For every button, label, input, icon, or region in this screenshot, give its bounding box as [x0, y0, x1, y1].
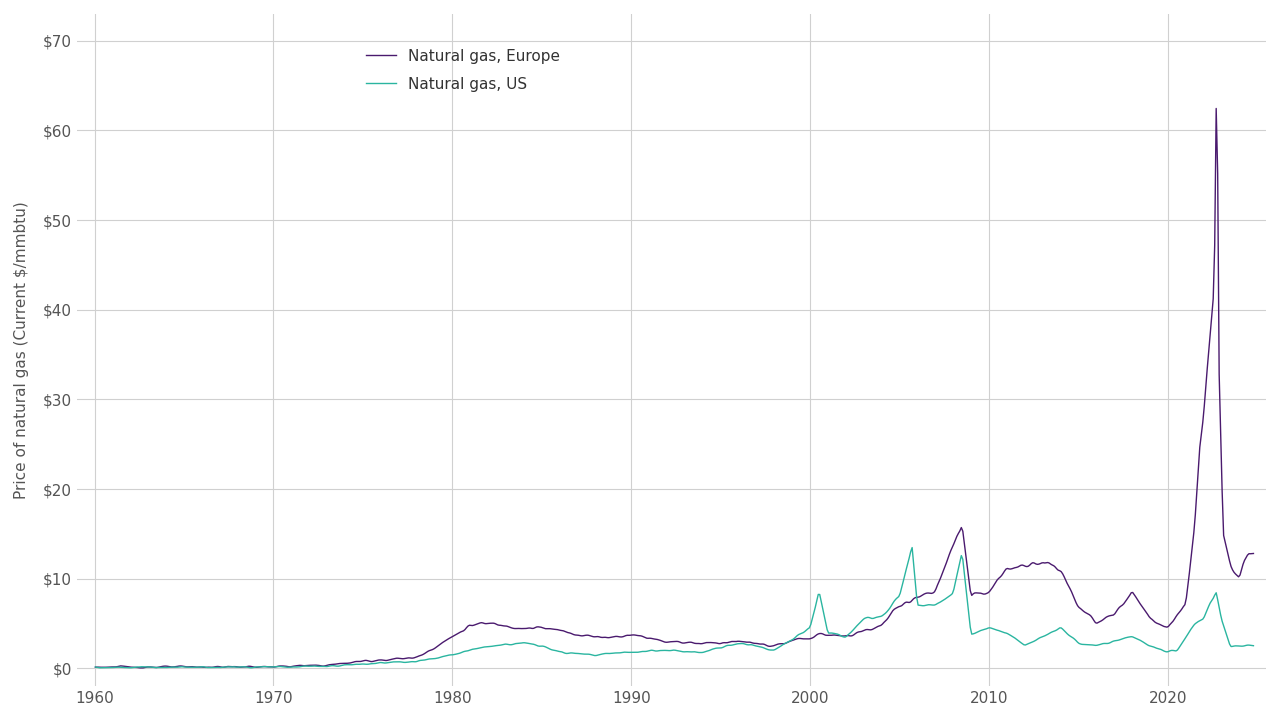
- Natural gas, US: [905, 544, 920, 552]
- Natural gas, US: [648, 647, 663, 655]
- Natural gas, US: [419, 655, 434, 664]
- Natural gas, Europe: [155, 662, 170, 671]
- Natural gas, US: [1105, 637, 1120, 646]
- Natural gas, US: [155, 663, 170, 672]
- Natural gas, Europe: [132, 664, 147, 672]
- Natural gas, US: [626, 648, 641, 657]
- Natural gas, US: [88, 662, 104, 671]
- Natural gas, Europe: [1208, 104, 1224, 113]
- Natural gas, US: [1245, 642, 1261, 650]
- Natural gas, Europe: [626, 631, 641, 639]
- Line: Natural gas, US: Natural gas, US: [96, 548, 1253, 667]
- Y-axis label: Price of natural gas (Current $/mmbtu): Price of natural gas (Current $/mmbtu): [14, 201, 29, 499]
- Natural gas, Europe: [419, 648, 434, 657]
- Natural gas, Europe: [1245, 549, 1261, 558]
- Natural gas, Europe: [285, 662, 301, 670]
- Natural gas, Europe: [88, 663, 104, 672]
- Natural gas, Europe: [1102, 611, 1117, 620]
- Legend: Natural gas, Europe, Natural gas, US: Natural gas, Europe, Natural gas, US: [358, 42, 568, 99]
- Line: Natural gas, Europe: Natural gas, Europe: [96, 109, 1253, 668]
- Natural gas, Europe: [648, 635, 663, 644]
- Natural gas, US: [92, 663, 108, 672]
- Natural gas, US: [285, 662, 301, 671]
